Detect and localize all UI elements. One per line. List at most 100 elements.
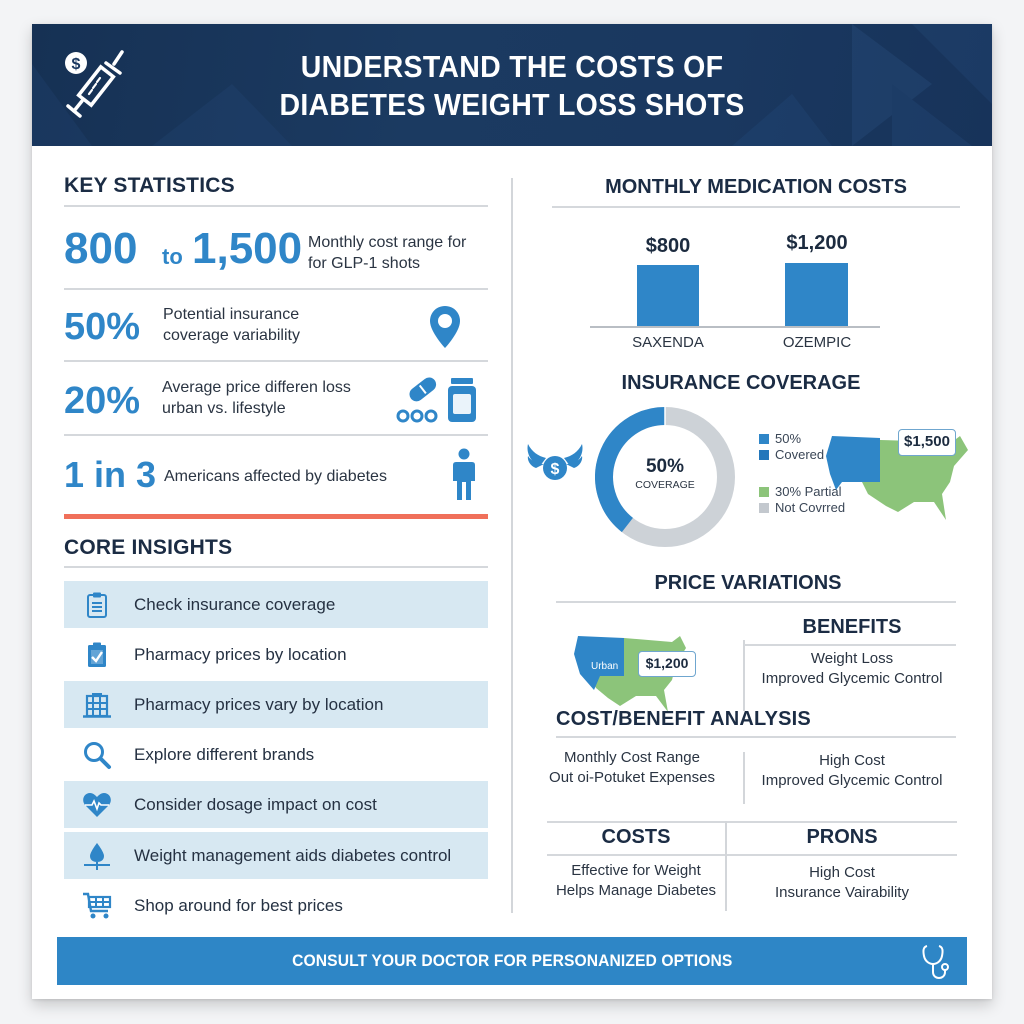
bar-saxenda [637,265,699,327]
building-icon [82,690,112,720]
benefits-list: Weight Loss Improved Glycemic Control [761,650,943,687]
bar-value-ozempic: $1,200 [786,232,848,254]
us-coverage-map [826,436,968,520]
stat-row-insurance: 50% Potential insurance coverage variabi… [64,290,488,360]
legend-item: 50% [759,431,801,446]
donut-label: COVERAGE [635,479,695,491]
insight-label: Pharmacy prices vary by location [134,694,384,714]
stat-row-cost-range: 800 to 1,500 Monthly cost range for for … [64,214,488,288]
donut-value: 50% [645,456,685,477]
map-region-label: Urban [591,661,619,672]
column-divider [511,178,513,913]
syringe-dollar-icon: $ [65,50,124,118]
divider [64,566,488,568]
cost-benefit-right: High Cost Improved Glycemic Control [761,752,943,789]
title-line-2: DIABETES WEIGHT LOSS SHOTS [279,87,745,122]
price-callout: $1,200 [638,651,696,677]
cart-icon [82,891,112,921]
insight-item: Pharmacy prices by location [64,631,488,678]
benefits-divider [743,640,745,711]
bar-label-saxenda: SAXENDA [632,334,704,351]
stat-value-from: 800 [64,224,138,273]
cost-benefit-title: COST/BENEFIT ANALYSIS [556,708,811,730]
heart-pulse-icon [82,790,112,820]
insight-label: Check insurance coverage [134,594,336,614]
insight-label: Consider dosage impact on cost [134,794,377,814]
divider [64,205,488,207]
divider [547,854,957,856]
insight-label: Shop around for best prices [134,895,343,915]
stat-value: 1 in 3 [64,454,157,495]
insight-item: Check insurance coverage [64,581,488,628]
key-statistics-title: KEY STATISTICS [64,174,235,197]
divider [556,601,956,603]
location-pin-icon [430,306,460,348]
insight-item: Explore different brands [64,731,488,778]
stat-row-price-difference: 20% Average price differen loss urban vs… [64,362,488,434]
bar-value-saxenda: $800 [645,235,691,257]
stat-description: Average price differen loss urban vs. li… [162,379,351,417]
winged-dollar-icon: $ [527,444,583,480]
cta-text: CONSULT YOUR DOCTOR FOR PERSONANIZED OPT… [291,951,733,970]
header-banner: $ UNDERSTAND THE COSTS OF DIABETES WEIGH… [32,24,992,146]
stat-row-americans: 1 in 3 Americans affected by diabetes [64,436,488,510]
insight-item: Shop around for best prices [64,882,488,929]
insight-item: Consider dosage impact on cost [64,781,488,828]
insight-item: Pharmacy prices vary by location [64,681,488,728]
stethoscope-icon [922,945,949,980]
price-variations-title: PRICE VARIATIONS [654,572,842,594]
stat-value: 50% [64,306,141,348]
divider [64,288,488,290]
stat-value-to: 1,500 [192,224,303,273]
divider [556,736,956,738]
bar-ozempic [785,263,848,327]
costs-title: COSTS [601,826,671,848]
map-callout: $1,500 [898,429,956,456]
benefits-title: BENEFITS [802,616,902,638]
pills-bottle-icon [396,377,476,423]
divider [552,206,960,208]
stat-connector: to [162,244,183,269]
cta-banner[interactable]: CONSULT YOUR DOCTOR FOR PERSONANIZED OPT… [57,937,967,985]
stat-description: Monthly cost range for for GLP-1 shots [308,234,467,272]
monthly-costs-title: MONTHLY MEDICATION COSTS [605,176,907,198]
accent-divider [64,514,488,519]
cost-benefit-left: Monthly Cost Range Out oi-Potuket Expens… [549,749,715,786]
stat-value: 20% [64,380,141,422]
stat-description: Americans affected by diabetes [164,468,387,485]
legend-swatch [759,502,769,513]
background-pattern [32,24,992,146]
coverage-donut-chart [595,407,735,547]
insight-label: Weight management aids diabetes control [134,845,452,865]
core-insights-title: CORE INSIGHTS [64,536,233,559]
page-title: UNDERSTAND THE COSTS OF DIABETES WEIGHT … [32,48,992,124]
legend-item: Covered [759,447,824,462]
costs-list: Effective for Weight Helps Manage Diabet… [555,862,717,899]
prons-list: High Cost Insurance Vairability [775,864,909,901]
cost-benefit-divider [743,752,745,804]
divider [64,360,488,362]
legend-swatch [759,449,769,460]
chart-baseline [590,326,880,328]
infographic-card: $ UNDERSTAND THE COSTS OF DIABETES WEIGH… [32,24,992,999]
legend-item: Not Covrred [759,500,845,515]
bar-label-ozempic: OZEMPIC [782,334,852,351]
stat-description: Potential insurance coverage variability [163,306,300,344]
drop-icon [82,841,112,871]
pros-cons-divider [725,821,727,911]
divider [744,644,956,646]
insurance-coverage-title: INSURANCE COVERAGE [621,372,861,394]
insight-label: Pharmacy prices by location [134,644,347,664]
insight-item: Weight management aids diabetes control [64,832,488,879]
title-line-1: UNDERSTAND THE COSTS OF [300,49,724,84]
prons-title: PRONS [806,826,878,848]
svg-text:$: $ [551,461,560,478]
divider [64,434,488,436]
legend-swatch [759,486,769,497]
clipboard-icon [82,590,112,620]
person-icon [453,448,475,500]
divider [547,821,957,823]
legend-item: 30% Partial [759,484,841,499]
clipboard-check-icon [82,640,112,670]
legend-swatch [759,433,769,444]
